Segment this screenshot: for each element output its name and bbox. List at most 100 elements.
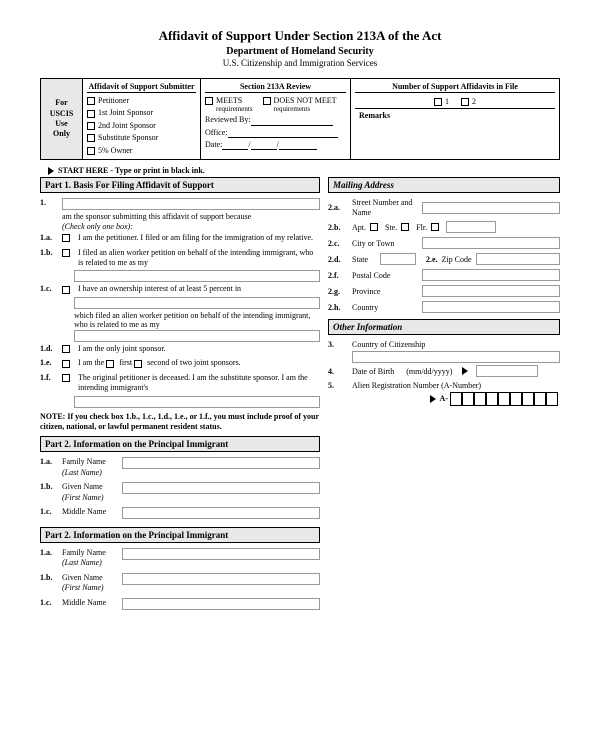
p2b-num-1a: 1.a. <box>40 548 58 557</box>
lbl-date: Date: <box>205 140 222 149</box>
cb-notmeet[interactable] <box>263 97 271 105</box>
num-5: 5. <box>328 381 348 390</box>
cb-ste[interactable] <box>401 223 409 231</box>
cb-1st-joint[interactable] <box>87 110 95 118</box>
field-country[interactable] <box>422 301 560 313</box>
lbl-arn: Alien Registration Number (A-Number) <box>352 381 481 390</box>
cb-1d[interactable] <box>62 345 70 353</box>
num-1f: 1.f. <box>40 373 58 382</box>
cb-petitioner[interactable] <box>87 97 95 105</box>
field-province[interactable] <box>422 285 560 297</box>
lbl-apt: Apt. <box>352 223 366 232</box>
p2b-giv2: (First Name) <box>62 583 104 592</box>
right-column: Mailing Address 2.a.Street Number and Na… <box>328 177 560 611</box>
part1-title: Part 1. Basis For Filing Affidavit of Su… <box>40 177 320 193</box>
uscis-use-only: For USCIS Use Only <box>41 79 83 159</box>
field-aptnum[interactable] <box>446 221 496 233</box>
field-coc[interactable] <box>352 351 560 363</box>
field-middle-name-1[interactable] <box>122 507 320 519</box>
p2b-num-1c: 1.c. <box>40 598 58 607</box>
p2b-fam2: (Last Name) <box>62 558 102 567</box>
field-1c-1[interactable] <box>74 297 320 309</box>
num-2e: 2.e. <box>426 255 438 264</box>
reviewed-field[interactable] <box>251 116 333 126</box>
cb-apt[interactable] <box>370 223 378 231</box>
p2-giv: Given Name <box>62 482 103 491</box>
p2-giv2: (First Name) <box>62 493 104 502</box>
lbl-2g: Province <box>352 287 418 297</box>
lbl-flr: Flr. <box>416 223 427 232</box>
num-1e: 1.e. <box>40 358 58 367</box>
field-given-name-2[interactable] <box>122 573 320 585</box>
num-2g: 2.g. <box>328 287 348 296</box>
field-zip[interactable] <box>476 253 560 265</box>
office-field[interactable] <box>228 128 338 138</box>
field-city[interactable] <box>422 237 560 249</box>
txt-1d: I am the only joint sponsor. <box>78 344 320 354</box>
s213-head: Section 213A Review <box>205 81 346 93</box>
date-mm[interactable] <box>222 140 248 150</box>
p2b-mid: Middle Name <box>62 598 118 608</box>
num-2a: 2.a. <box>328 203 348 212</box>
field-street[interactable] <box>422 202 560 214</box>
cb-1a[interactable] <box>62 234 70 242</box>
part1-intro2: (Check only one box): <box>62 222 133 231</box>
field-1b[interactable] <box>74 270 320 282</box>
useonly-l1: For <box>45 98 78 108</box>
p2-fam: Family Name <box>62 457 106 466</box>
lbl-2h: Country <box>352 303 418 313</box>
submitter-col: Affidavit of Support Submitter Petitione… <box>83 79 201 159</box>
p2-num-1c: 1.c. <box>40 507 58 516</box>
cb-1f[interactable] <box>62 374 70 382</box>
lbl-2nd-joint: 2nd Joint Sponsor <box>98 121 156 130</box>
p2b-num-1b: 1.b. <box>40 573 58 582</box>
form-agency: U.S. Citizenship and Immigration Service… <box>40 58 560 68</box>
cb-count-2[interactable] <box>461 98 469 106</box>
date-dd[interactable] <box>251 140 277 150</box>
cb-flr[interactable] <box>431 223 439 231</box>
section213-col: Section 213A Review MEETSrequirements DO… <box>201 79 351 159</box>
lbl-2c: City or Town <box>352 239 418 249</box>
num-2f: 2.f. <box>328 271 348 280</box>
num-3: 3. <box>328 340 348 349</box>
cb-1e-second[interactable] <box>134 360 142 368</box>
field-1f[interactable] <box>74 396 320 408</box>
field-state[interactable] <box>380 253 416 265</box>
field-family-name-2[interactable] <box>122 548 320 560</box>
cb-1e[interactable] <box>62 360 70 368</box>
date-yyyy[interactable] <box>279 140 317 150</box>
cb-substitute[interactable] <box>87 134 95 142</box>
remarks-head: Remarks <box>355 108 555 122</box>
field-family-name-1[interactable] <box>122 457 320 469</box>
cb-1e-first[interactable] <box>106 360 114 368</box>
txt-1e-second: second of two joint sponsors. <box>147 358 241 367</box>
cb-1b[interactable] <box>62 249 70 257</box>
form-title: Affidavit of Support Under Section 213A … <box>40 28 560 44</box>
num-1d: 1.d. <box>40 344 58 353</box>
field-postal[interactable] <box>422 269 560 281</box>
field-dob[interactable] <box>476 365 538 377</box>
field-middle-name-2[interactable] <box>122 598 320 610</box>
cb-5pct[interactable] <box>87 147 95 155</box>
useonly-l4: Only <box>45 129 78 139</box>
p2-fam2: (Last Name) <box>62 468 102 477</box>
sponsor-name-field[interactable] <box>62 198 320 210</box>
cb-count-1[interactable] <box>434 98 442 106</box>
txt-1e-first: first <box>119 358 132 367</box>
form-dept: Department of Homeland Security <box>40 46 560 57</box>
num-2h: 2.h. <box>328 303 348 312</box>
lbl-meets-sub: requirements <box>216 105 253 113</box>
a-number-boxes[interactable] <box>450 392 558 406</box>
lbl-1st-joint: 1st Joint Sponsor <box>98 108 153 117</box>
txt-1e-pre: I am the <box>78 358 104 367</box>
cb-2nd-joint[interactable] <box>87 122 95 130</box>
cb-meets[interactable] <box>205 97 213 105</box>
lbl-meets: MEETS <box>216 96 242 105</box>
arrow-icon <box>48 167 54 175</box>
field-1c-2[interactable] <box>74 330 320 342</box>
lbl-dob: Date of Birth <box>352 367 394 376</box>
other-title: Other Information <box>328 319 560 335</box>
cb-1c[interactable] <box>62 286 70 294</box>
num-1c: 1.c. <box>40 284 58 293</box>
field-given-name-1[interactable] <box>122 482 320 494</box>
